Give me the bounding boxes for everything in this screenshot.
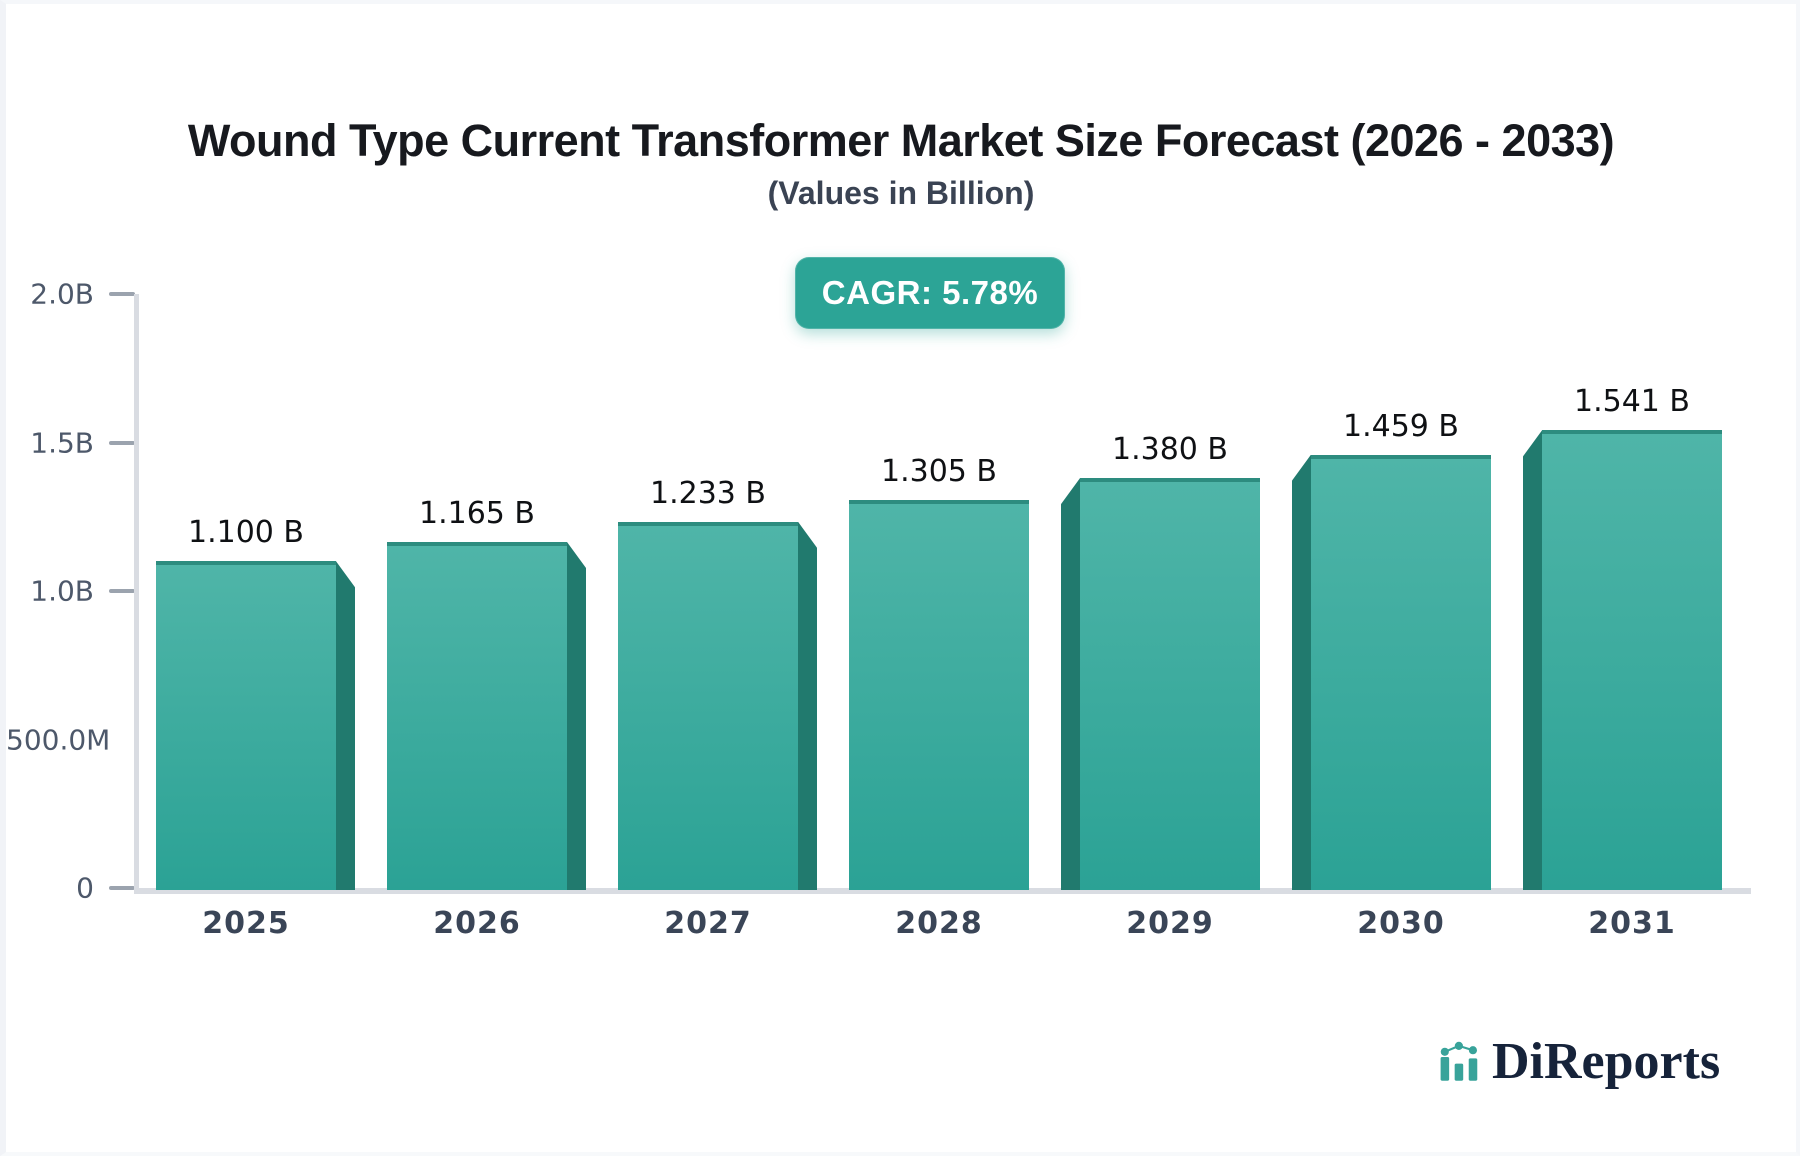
bar-value-label-2026: 1.165 B bbox=[418, 495, 535, 531]
x-axis-label-2029: 2029 bbox=[1126, 906, 1214, 941]
y-axis-label-1.0B: 1.0B bbox=[30, 574, 94, 608]
y-axis-label-0: 0 bbox=[76, 871, 94, 905]
y-axis-tick bbox=[109, 440, 135, 445]
y-axis-tick bbox=[109, 589, 135, 593]
bar-2026-bevel bbox=[567, 541, 586, 890]
bar-2031-bevel bbox=[1523, 430, 1542, 890]
cagr-badge: CAGR: 5.78% bbox=[795, 257, 1065, 329]
y-axis-tick bbox=[109, 886, 135, 890]
bar-2026 bbox=[387, 541, 567, 890]
x-axis-label-2026: 2026 bbox=[433, 906, 521, 941]
x-axis-label-2028: 2028 bbox=[895, 906, 983, 941]
bar-value-label-2029: 1.380 B bbox=[1111, 432, 1228, 468]
chart-title: Wound Type Current Transformer Market Si… bbox=[187, 115, 1615, 166]
cagr-badge-label: CAGR: 5.78% bbox=[821, 274, 1039, 311]
bar-value-label-2028: 1.305 B bbox=[880, 454, 997, 490]
bar-line-chart-icon bbox=[1440, 1041, 1478, 1081]
bar-2027 bbox=[618, 521, 798, 890]
y-axis-label-500.0M: 500.0M bbox=[6, 723, 111, 756]
bar-2029 bbox=[1080, 478, 1260, 890]
y-axis-label-1.5B: 1.5B bbox=[30, 426, 94, 459]
bar-2028 bbox=[849, 500, 1029, 890]
bar-value-label-2025: 1.100 B bbox=[187, 515, 304, 551]
bar-2025 bbox=[156, 561, 336, 890]
y-axis-line bbox=[134, 294, 139, 894]
bar-2027-bevel bbox=[798, 521, 817, 890]
y-axis-tick bbox=[109, 292, 135, 296]
bar-value-label-2027: 1.233 B bbox=[649, 475, 766, 511]
x-axis-label-2030: 2030 bbox=[1357, 906, 1445, 941]
plot-area: 2.0B 1.5B 1.0B 500.0M 0 1.100 B 2025 1.165 B 202… bbox=[6, 4, 1796, 1152]
bar-2030-bevel bbox=[1292, 454, 1311, 890]
bar-value-label-2031: 1.541 B bbox=[1573, 384, 1690, 420]
bar-value-label-2030: 1.459 B bbox=[1342, 408, 1459, 444]
x-axis-line bbox=[134, 888, 1751, 894]
x-axis-label-2027: 2027 bbox=[664, 906, 752, 941]
direports-logo: DiReports bbox=[1436, 1033, 1721, 1091]
direports-logo-text: DiReports bbox=[1492, 1033, 1721, 1091]
bar-2030 bbox=[1311, 454, 1491, 890]
x-axis-label-2025: 2025 bbox=[202, 906, 290, 941]
chart-subtitle: (Values in Billion) bbox=[767, 175, 1035, 211]
bar-2031 bbox=[1542, 430, 1722, 890]
x-axis-label-2031: 2031 bbox=[1588, 906, 1676, 941]
y-axis-label-2.0B: 2.0B bbox=[30, 277, 94, 311]
bar-2025-bevel bbox=[336, 561, 355, 890]
bar-2029-bevel bbox=[1061, 478, 1080, 890]
